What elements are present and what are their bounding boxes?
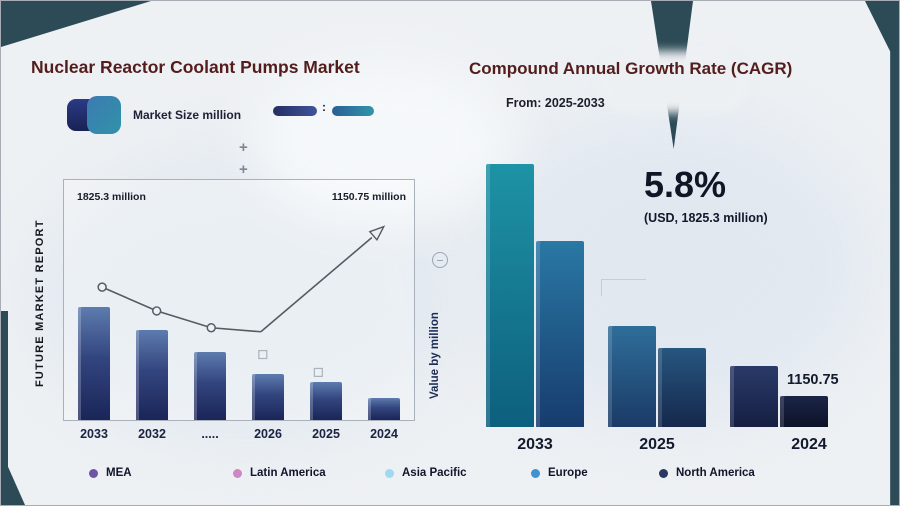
chart-value-2033: 1825.3 million [77, 191, 146, 203]
chart-value-2024: 1150.75 million [331, 191, 406, 203]
left-bar-2025 [310, 382, 342, 420]
left-bar-2024 [368, 398, 400, 420]
value-axis-label: Value by million [429, 312, 441, 400]
cagr-caption: (USD, 1825.3 million) [644, 211, 768, 225]
left-x-label: 2026 [254, 427, 282, 441]
plus-decoration: + [239, 139, 248, 156]
plus-decoration: + [239, 161, 248, 178]
right-group-bars [608, 151, 706, 427]
cagr-subtitle: From: 2025-2033 [506, 96, 605, 110]
legend-dot [385, 468, 394, 478]
legend-dot [233, 468, 242, 478]
cagr-title: Compound Annual Growth Rate (CAGR) [469, 59, 793, 78]
left-bar-column [136, 330, 168, 420]
legend-dot [659, 468, 668, 478]
legend-label: MEA [106, 467, 132, 479]
right-bar-2024-1 [730, 366, 778, 427]
legend-item-mea: MEA [89, 467, 132, 479]
legend-item-europe: Europe [531, 467, 588, 479]
legend-label: Asia Pacific [402, 467, 467, 479]
legend-pill-separator: : [322, 100, 326, 114]
right-group-2024: 2024 [730, 151, 828, 454]
legend-dot [531, 468, 540, 478]
legend-label: North America [676, 467, 755, 479]
trend-line-and-arrow [97, 225, 386, 377]
left-bar-column [194, 352, 226, 420]
left-x-label: 2025 [312, 427, 340, 441]
corner-accent-top-left [1, 1, 151, 47]
right-bar-2024-2 [780, 396, 828, 427]
left-x-label: ..... [201, 427, 219, 441]
light-wave-overlay [599, 51, 749, 113]
left-bar-column [310, 382, 342, 420]
left-bar-2032 [136, 330, 168, 420]
market-size-chart: 1825.3 million 1150.75 million [63, 179, 415, 421]
right-group-bars [730, 151, 828, 427]
left-chart-bars [64, 180, 414, 420]
future-market-report-label: FUTURE MARKET REPORT [34, 219, 46, 387]
right-chart-groups: 2033 2025 2024 [471, 151, 828, 454]
legend-item-latin-america: Latin America [233, 467, 326, 479]
market-size-legend-label: Market Size million [133, 108, 242, 122]
right-bar-2025-1 [608, 326, 656, 427]
left-bar-2033 [78, 307, 110, 420]
legend-dot [89, 468, 98, 478]
left-bar-..... [194, 352, 226, 420]
left-chart-title: Nuclear Reactor Coolant Pumps Market [31, 57, 360, 77]
left-x-label: 2033 [80, 427, 108, 441]
legend-item-north-america: North America [659, 467, 755, 479]
left-bar-column [368, 398, 400, 420]
left-x-label: 2032 [138, 427, 166, 441]
right-x-label: 2024 [791, 436, 827, 453]
bottom-legend: MEA Latin America Asia Pacific Europe North … [1, 467, 899, 487]
right-x-label: 2033 [517, 436, 553, 453]
right-bar-2033-1 [486, 164, 534, 427]
right-group-2025: 2025 [608, 151, 706, 454]
right-group-2033: 2033 [486, 151, 584, 454]
icon-layer-teal [87, 96, 121, 134]
circle-minus-icon [432, 252, 448, 268]
step-line-decoration [601, 279, 646, 296]
market-size-icon [67, 96, 125, 134]
left-x-label: 2024 [370, 427, 398, 441]
legend-pill-navy [273, 106, 317, 116]
background-blob [251, 61, 511, 221]
right-bar-2025-2 [658, 348, 706, 427]
left-bar-column [78, 307, 110, 420]
right-bar-2033-2 [536, 241, 584, 427]
cagr-value: 5.8% [644, 164, 727, 205]
legend-label: Latin America [250, 467, 326, 479]
legend-label: Europe [548, 467, 588, 479]
right-x-label: 2025 [639, 436, 675, 453]
legend-pill-teal [332, 106, 374, 116]
left-bar-column [252, 374, 284, 420]
left-chart-xaxis: 2033 2032..... 2026 2025 2024 [63, 427, 415, 441]
legend-item-asia-pacific: Asia Pacific [385, 467, 467, 479]
left-edge-accent [1, 311, 8, 505]
right-chart-annotation: 1150.75 [787, 372, 839, 388]
left-bar-2026 [252, 374, 284, 420]
right-group-bars [486, 151, 584, 427]
